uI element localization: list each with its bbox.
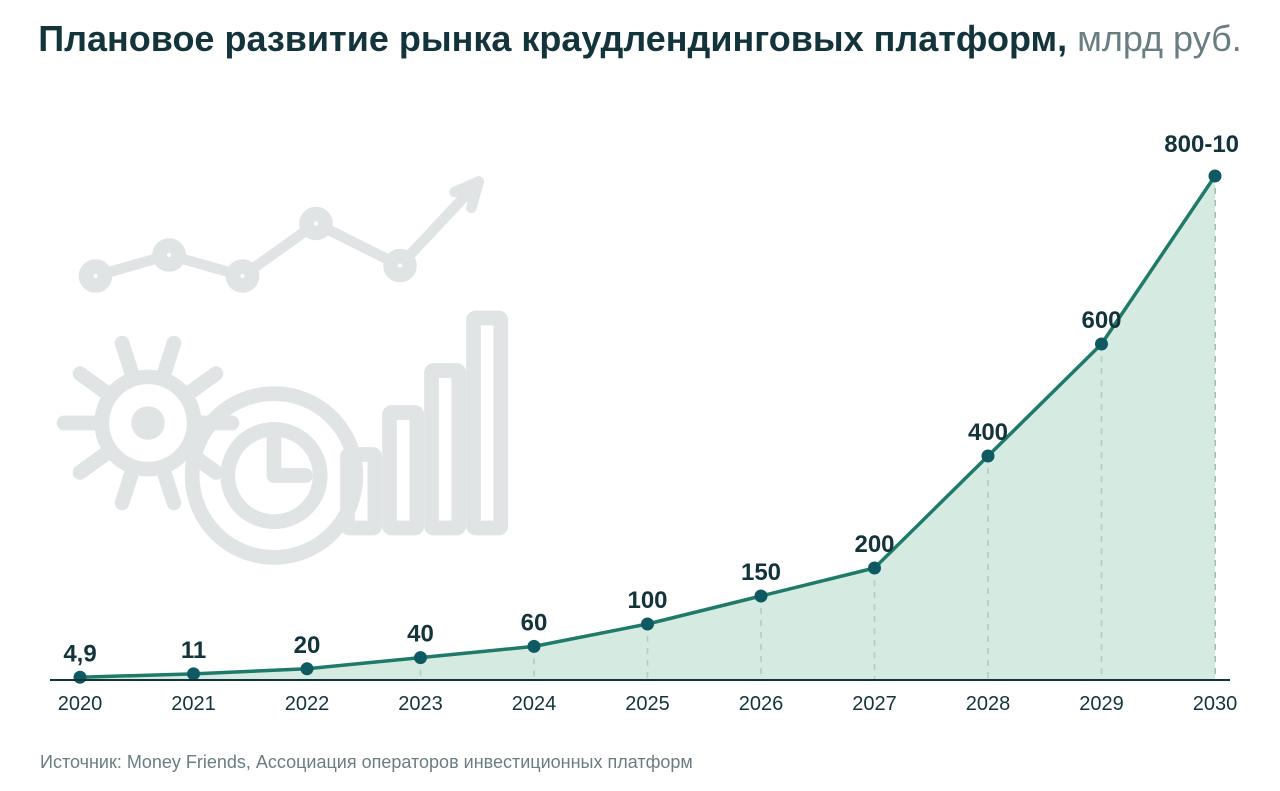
x-tick-label: 2030 [1193,693,1238,715]
value-label: 800-1000 [1164,131,1240,158]
value-label: 60 [521,609,548,636]
data-marker [641,618,654,631]
data-marker [187,667,200,680]
x-tick-label: 2026 [739,693,784,715]
x-tick-label: 2029 [1079,693,1124,715]
value-label: 20 [294,632,321,659]
value-label: 150 [741,559,781,586]
data-marker [982,450,995,463]
x-tick-label: 2023 [398,693,443,715]
data-marker [301,662,314,675]
x-tick-label: 2022 [285,693,330,715]
chart-title: Плановое развитие рынка краудлендинговых… [0,18,1280,59]
value-label: 4,9 [63,640,96,667]
x-tick-label: 2020 [58,693,103,715]
title-bold: Плановое развитие рынка краудлендинговых… [38,18,1067,59]
value-label: 600 [1081,307,1121,334]
chart-container: Плановое развитие рынка краудлендинговых… [0,0,1280,791]
x-tick-label: 2027 [852,693,897,715]
chart-svg: 2020 2021 2022 2023 2024 2025 2026 2027 2028 2029… [40,60,1240,740]
data-marker [1095,338,1108,351]
data-marker [755,590,768,603]
x-tick-label: 2024 [512,693,557,715]
value-label: 40 [407,621,434,648]
data-marker [74,671,87,684]
data-marker [414,651,427,664]
x-tick-label: 2025 [625,693,670,715]
x-tick-label: 2028 [966,693,1011,715]
value-label: 11 [181,637,206,664]
watermark-icon [64,182,501,558]
value-label: 100 [627,587,667,614]
x-tick-label: 2021 [171,693,216,715]
value-label: 400 [968,419,1008,446]
chart-plot-area: 2020 2021 2022 2023 2024 2025 2026 2027 2028 2029… [40,60,1240,740]
source-caption: Источник: Money Friends, Ассоциация опер… [40,752,693,773]
value-label: 200 [854,531,894,558]
data-marker [1209,170,1222,183]
data-marker [528,640,541,653]
title-light: млрд руб. [1067,18,1242,59]
data-marker [868,562,881,575]
